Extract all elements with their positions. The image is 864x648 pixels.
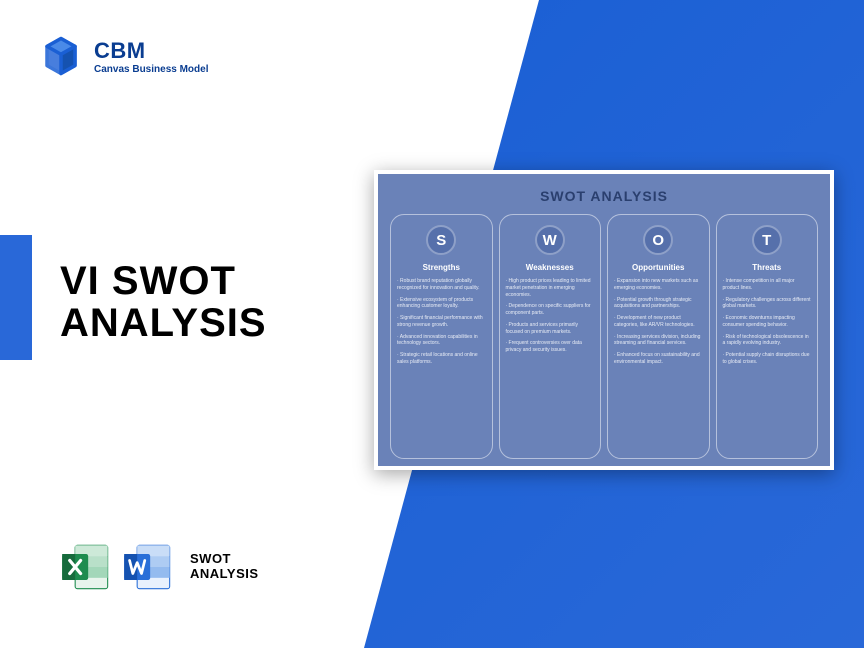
list-item: · Potential supply chain disruptions due…	[723, 352, 812, 366]
brand-text: CBM Canvas Business Model	[94, 38, 208, 75]
list-item: · Regulatory challenges across different…	[723, 297, 812, 311]
swot-items-threats: · Intense competition in all major produ…	[723, 278, 812, 371]
list-item: · Products and services primarily focuse…	[506, 322, 595, 336]
list-item: · Economic downturns impacting consumer …	[723, 315, 812, 329]
swot-circle-w: W	[535, 225, 565, 255]
brand-subtitle: Canvas Business Model	[94, 64, 208, 75]
swot-col-strengths: S Strengths · Robust brand reputation gl…	[390, 214, 493, 459]
list-item: · Dependence on specific suppliers for c…	[506, 303, 595, 317]
list-item: · Development of new product categories,…	[614, 315, 703, 329]
brand-title: CBM	[94, 38, 208, 64]
page-title-line1: VI SWOT	[60, 260, 267, 302]
page-title: VI SWOT ANALYSIS	[60, 260, 267, 344]
left-accent-bar	[0, 235, 32, 360]
list-item: · Risk of technological obsolescence in …	[723, 334, 812, 348]
list-item: · Strategic retail locations and online …	[397, 352, 486, 366]
list-item: · Extensive ecosystem of products enhanc…	[397, 297, 486, 311]
list-item: · Enhanced focus on sustainability and e…	[614, 352, 703, 366]
swot-items-weaknesses: · High product prices leading to limited…	[506, 278, 595, 359]
swot-items-strengths: · Robust brand reputation globally recog…	[397, 278, 486, 371]
swot-col-threats: T Threats · Intense competition in all m…	[716, 214, 819, 459]
file-label-line2: ANALYSIS	[190, 567, 259, 582]
swot-col-opportunities: O Opportunities · Expansion into new mar…	[607, 214, 710, 459]
swot-head-weaknesses: Weaknesses	[526, 263, 574, 272]
swot-circle-o: O	[643, 225, 673, 255]
swot-head-opportunities: Opportunities	[632, 263, 684, 272]
list-item: · Robust brand reputation globally recog…	[397, 278, 486, 292]
list-item: · Expansion into new markets such as eme…	[614, 278, 703, 292]
list-item: · High product prices leading to limited…	[506, 278, 595, 298]
excel-icon	[60, 541, 112, 593]
swot-card: SWOT ANALYSIS S Strengths · Robust brand…	[374, 170, 834, 470]
swot-col-weaknesses: W Weaknesses · High product prices leadi…	[499, 214, 602, 459]
file-label: SWOT ANALYSIS	[190, 552, 259, 582]
swot-circle-t: T	[752, 225, 782, 255]
list-item: · Significant financial performance with…	[397, 315, 486, 329]
swot-columns: S Strengths · Robust brand reputation gl…	[390, 214, 818, 459]
swot-head-threats: Threats	[752, 263, 781, 272]
file-label-line1: SWOT	[190, 552, 259, 567]
swot-circle-s: S	[426, 225, 456, 255]
list-item: · Potential growth through strategic acq…	[614, 297, 703, 311]
swot-card-title: SWOT ANALYSIS	[390, 188, 818, 204]
brand-logo: CBM Canvas Business Model	[40, 35, 208, 77]
swot-items-opportunities: · Expansion into new markets such as eme…	[614, 278, 703, 371]
list-item: · Intense competition in all major produ…	[723, 278, 812, 292]
cbm-logo-icon	[40, 35, 82, 77]
swot-head-strengths: Strengths	[423, 263, 460, 272]
page-title-line2: ANALYSIS	[60, 302, 267, 344]
list-item: · Frequent controversies over data priva…	[506, 340, 595, 354]
list-item: · Increasing services division, includin…	[614, 334, 703, 348]
word-icon	[122, 541, 174, 593]
file-type-icons: SWOT ANALYSIS	[60, 541, 259, 593]
list-item: · Advanced innovation capabilities in te…	[397, 334, 486, 348]
